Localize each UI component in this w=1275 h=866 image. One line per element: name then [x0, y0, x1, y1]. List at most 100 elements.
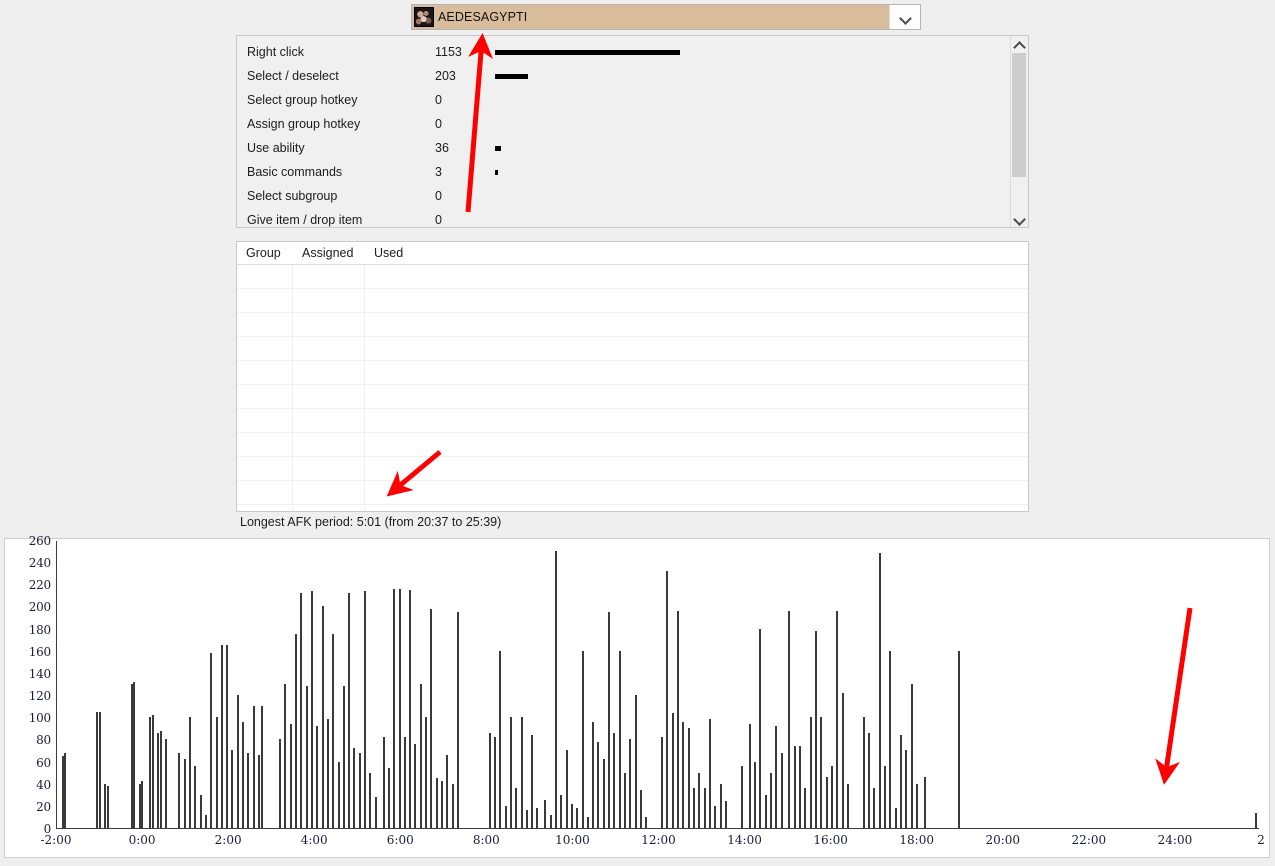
- table-cell: [293, 289, 365, 312]
- chart-bar: [619, 650, 621, 828]
- chart-bar: [521, 717, 523, 828]
- chart-bar: [725, 801, 727, 828]
- stat-row[interactable]: Basic commands 3: [237, 160, 1010, 184]
- stat-value: 0: [435, 117, 442, 131]
- table-row[interactable]: [237, 457, 1028, 481]
- chevron-down-icon: [901, 13, 910, 22]
- table-cell: [293, 481, 365, 504]
- table-cell: [237, 433, 293, 456]
- stat-value: 36: [435, 141, 449, 155]
- stat-bar-track: [495, 112, 1010, 136]
- chart-bar: [452, 783, 454, 828]
- stat-bar-track: [495, 88, 1010, 112]
- chart-bar: [210, 653, 212, 828]
- table-cell: [293, 265, 365, 288]
- chart-bar: [759, 628, 761, 828]
- chart-bar: [242, 721, 244, 828]
- chart-bar: [608, 612, 610, 828]
- chart-bar: [905, 750, 907, 828]
- stat-bar: [495, 169, 498, 175]
- table-cell: [237, 481, 293, 504]
- table-cell: [365, 505, 1028, 511]
- stat-row[interactable]: Select / deselect 203: [237, 64, 1010, 88]
- x-tick-label: 0:00: [128, 833, 156, 847]
- activity-chart-panel: 260 240 220 200 180 160 140 120 100 80 60 40 20 0 -2:…: [4, 534, 1270, 858]
- chart-bar: [635, 695, 637, 828]
- chart-bar: [714, 805, 716, 828]
- stat-value: 0: [435, 189, 442, 203]
- table-row[interactable]: [237, 385, 1028, 409]
- stat-row[interactable]: Assign group hotkey 0: [237, 112, 1010, 136]
- scroll-down-button[interactable]: [1011, 210, 1028, 227]
- chart-bar: [152, 715, 154, 828]
- chart-bar: [666, 571, 668, 828]
- chart-bar: [754, 761, 756, 828]
- chart-bar: [327, 719, 329, 828]
- stat-label: Select / deselect: [247, 69, 339, 83]
- combobox-dropdown-button[interactable]: [889, 5, 920, 29]
- table-row[interactable]: [237, 265, 1028, 289]
- chart-bar: [889, 650, 891, 828]
- table-row[interactable]: [237, 505, 1028, 511]
- chart-plot-area: [56, 541, 1259, 829]
- chart-bar: [873, 788, 875, 828]
- stat-row[interactable]: Give item / drop item 0: [237, 208, 1010, 232]
- stat-label: Assign group hotkey: [247, 117, 361, 131]
- stat-value: 0: [435, 213, 442, 227]
- scrollbar-thumb[interactable]: [1012, 53, 1026, 177]
- stat-label: Give item / drop item: [247, 213, 363, 227]
- y-tick-label: 140: [28, 666, 52, 681]
- chart-bar: [436, 778, 438, 828]
- table-cell: [237, 289, 293, 312]
- chart-bar: [560, 794, 562, 828]
- chart-bar: [900, 734, 902, 828]
- combobox-value[interactable]: AEDESAGYPTI: [412, 5, 889, 29]
- stat-row[interactable]: Right click 1153: [237, 40, 1010, 64]
- table-row[interactable]: [237, 361, 1028, 385]
- chart-bar: [515, 788, 517, 828]
- group-hotkey-table[interactable]: Group Assigned Used: [236, 241, 1029, 512]
- chart-bar: [332, 634, 334, 828]
- chart-bar: [815, 630, 817, 828]
- table-cell: [293, 313, 365, 336]
- stat-row[interactable]: Select group hotkey 0: [237, 88, 1010, 112]
- scrollbar-track[interactable]: [1011, 53, 1028, 210]
- action-stats-list[interactable]: Right click 1153 Select / deselect 203 Selec…: [237, 36, 1010, 227]
- chart-bar: [645, 816, 647, 828]
- table-cell: [293, 409, 365, 432]
- table-row[interactable]: [237, 337, 1028, 361]
- stat-row[interactable]: Select subgroup 0: [237, 184, 1010, 208]
- table-row[interactable]: [237, 313, 1028, 337]
- chart-bar: [566, 750, 568, 828]
- stat-label: Select subgroup: [247, 189, 338, 203]
- y-tick-label: 100: [28, 711, 52, 726]
- table-row[interactable]: [237, 289, 1028, 313]
- y-tick-label: 240: [28, 556, 52, 571]
- player-select-combobox[interactable]: AEDESAGYPTI: [411, 4, 921, 30]
- chart-bar: [446, 754, 448, 828]
- chart-bar: [316, 726, 318, 828]
- chart-bar: [104, 783, 106, 828]
- chart-bar: [64, 752, 66, 828]
- scroll-up-button[interactable]: [1011, 36, 1028, 53]
- stat-row[interactable]: Use ability 36: [237, 136, 1010, 160]
- table-row[interactable]: [237, 433, 1028, 457]
- chart-bar: [704, 788, 706, 828]
- chart-bar: [414, 743, 416, 828]
- chart-y-axis: 260 240 220 200 180 160 140 120 100 80 60 40 20 0: [5, 534, 55, 836]
- table-row[interactable]: [237, 409, 1028, 433]
- stats-scrollbar[interactable]: [1010, 36, 1028, 227]
- table-cell: [237, 337, 293, 360]
- chart-bar: [661, 737, 663, 828]
- chart-bar: [139, 783, 141, 828]
- chart-bar: [62, 756, 64, 828]
- chart-bar: [799, 746, 801, 828]
- chart-bar: [688, 728, 690, 828]
- chart-bar: [555, 551, 557, 828]
- stat-bar-track: [495, 40, 1010, 64]
- chart-bar: [237, 695, 239, 828]
- y-tick-label: 40: [36, 777, 51, 792]
- chart-bar: [388, 768, 390, 828]
- table-row[interactable]: [237, 481, 1028, 505]
- chart-bar: [629, 739, 631, 828]
